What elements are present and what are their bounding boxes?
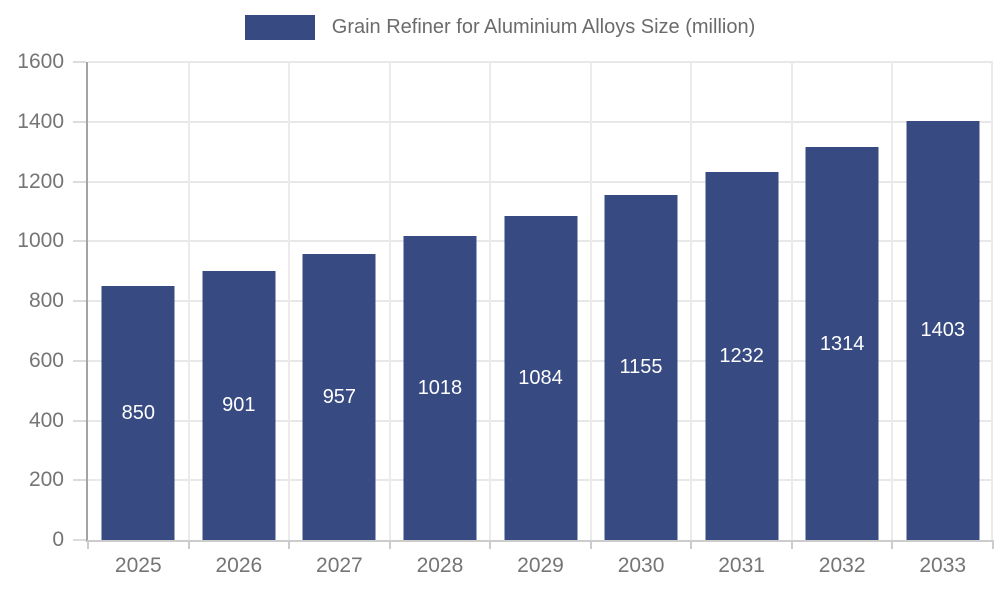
y-tick-mark [73, 539, 86, 541]
y-tick-label: 0 [52, 528, 64, 551]
bar-value-label: 1232 [719, 344, 764, 367]
x-tick-mark [891, 540, 894, 549]
bar[interactable]: 901 [202, 270, 276, 540]
x-tick-mark [992, 540, 994, 549]
legend-swatch [244, 15, 315, 40]
bar-value-label: 1314 [819, 332, 865, 355]
x-tick-mark [288, 540, 291, 549]
y-tick-label: 1400 [17, 109, 64, 133]
gridline-h [88, 61, 993, 63]
x-tick-mark [87, 540, 89, 549]
y-tick-label: 1200 [17, 169, 64, 193]
bar[interactable]: 1314 [805, 147, 879, 540]
y-tick-label: 400 [28, 408, 64, 432]
x-tick-mark [690, 540, 693, 549]
gridline-v [690, 62, 693, 540]
bar-value-label: 1084 [518, 367, 563, 390]
bar[interactable]: 1403 [906, 120, 980, 540]
bar-value-label: 850 [121, 402, 155, 425]
bar-value-label: 1155 [619, 356, 663, 379]
bar[interactable]: 1018 [403, 235, 477, 540]
x-tick-label: 2033 [919, 554, 967, 577]
y-tick-label: 1000 [17, 229, 64, 253]
y-axis: 0 200 400 600 800 1000 1200 1400 1600 [0, 50, 86, 551]
x-tick-label: 2025 [114, 554, 162, 577]
x-axis: 2025 2026 2027 2028 2029 2030 2031 2032 2033 [87, 540, 994, 600]
x-tick-label: 2031 [718, 554, 765, 577]
bar-value-label: 1018 [417, 376, 463, 399]
x-tick-mark [589, 540, 592, 549]
x-tick-label: 2029 [517, 554, 564, 577]
gridline-v [489, 62, 492, 540]
y-tick-mark [73, 180, 86, 183]
plot-area: 850 901 957 1018 1084 1155 1232 1314 1403 [86, 61, 993, 542]
x-tick-label: 2027 [316, 554, 363, 577]
bar[interactable]: 1232 [705, 171, 779, 540]
gridline-v [388, 62, 391, 540]
x-tick-mark [489, 540, 492, 549]
bar[interactable]: 1084 [504, 216, 577, 540]
y-tick-mark [73, 419, 86, 422]
gridline-v [790, 62, 793, 540]
bar[interactable]: 850 [101, 286, 175, 540]
bar-value-label: 957 [322, 386, 357, 409]
x-tick-mark [388, 540, 391, 549]
gridline-h [88, 180, 993, 183]
bar[interactable]: 1155 [604, 194, 678, 540]
legend-label: Grain Refiner for Aluminium Alloys Size … [331, 16, 756, 38]
gridline-v [891, 62, 894, 540]
y-tick-mark [73, 120, 86, 123]
bar-value-label: 901 [222, 394, 256, 417]
y-tick-label: 800 [28, 289, 64, 312]
x-tick-mark [187, 540, 190, 549]
x-tick-label: 2026 [215, 554, 263, 577]
y-tick-mark [73, 240, 86, 243]
y-tick-mark [73, 479, 86, 482]
gridline-h [88, 120, 993, 123]
gridline-v [288, 62, 291, 540]
legend[interactable]: Grain Refiner for Aluminium Alloys Size … [0, 15, 1000, 40]
y-tick-mark [73, 300, 86, 302]
y-tick-label: 600 [28, 348, 64, 372]
bar-value-label: 1403 [920, 319, 965, 342]
x-tick-label: 2032 [818, 554, 866, 577]
bar[interactable]: 957 [302, 254, 376, 540]
gridline-v [991, 62, 993, 540]
y-tick-mark [73, 61, 86, 63]
gridline-v [589, 62, 592, 540]
y-tick-label: 1600 [17, 50, 64, 73]
x-tick-label: 2030 [617, 554, 665, 577]
y-tick-label: 200 [28, 468, 64, 492]
x-tick-label: 2028 [416, 554, 464, 577]
gridline-v [187, 62, 190, 540]
y-tick-mark [73, 359, 86, 362]
x-tick-mark [790, 540, 793, 549]
